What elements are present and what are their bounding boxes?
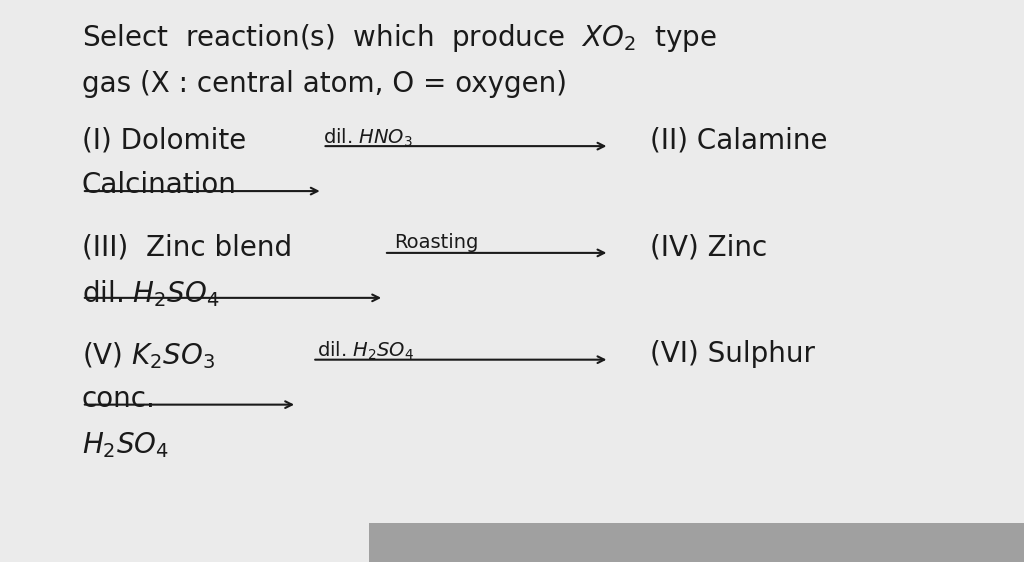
Text: dil. $H_2SO_4$: dil. $H_2SO_4$ [82, 278, 219, 309]
Text: (V) $K_2SO_3$: (V) $K_2SO_3$ [82, 340, 215, 371]
Text: $H_2SO_4$: $H_2SO_4$ [82, 430, 169, 460]
Text: gas (X : central atom, O = oxygen): gas (X : central atom, O = oxygen) [82, 70, 567, 98]
Text: Roasting: Roasting [394, 233, 478, 252]
Bar [369, 523, 1024, 562]
Text: (III)  Zinc blend: (III) Zinc blend [82, 233, 292, 261]
Text: Calcination: Calcination [82, 171, 237, 200]
Text: dil. $HNO_3$: dil. $HNO_3$ [323, 126, 413, 149]
Text: (I) Dolomite: (I) Dolomite [82, 126, 246, 155]
Text: conc.: conc. [82, 385, 156, 413]
Text: (VI) Sulphur: (VI) Sulphur [650, 340, 815, 368]
Text: dil. $H_2SO_4$: dil. $H_2SO_4$ [317, 340, 415, 362]
Text: Select  reaction(s)  which  produce  $XO_2$  type: Select reaction(s) which produce $XO_2$ … [82, 22, 717, 55]
Text: (IV) Zinc: (IV) Zinc [650, 233, 768, 261]
Text: (II) Calamine: (II) Calamine [650, 126, 827, 155]
